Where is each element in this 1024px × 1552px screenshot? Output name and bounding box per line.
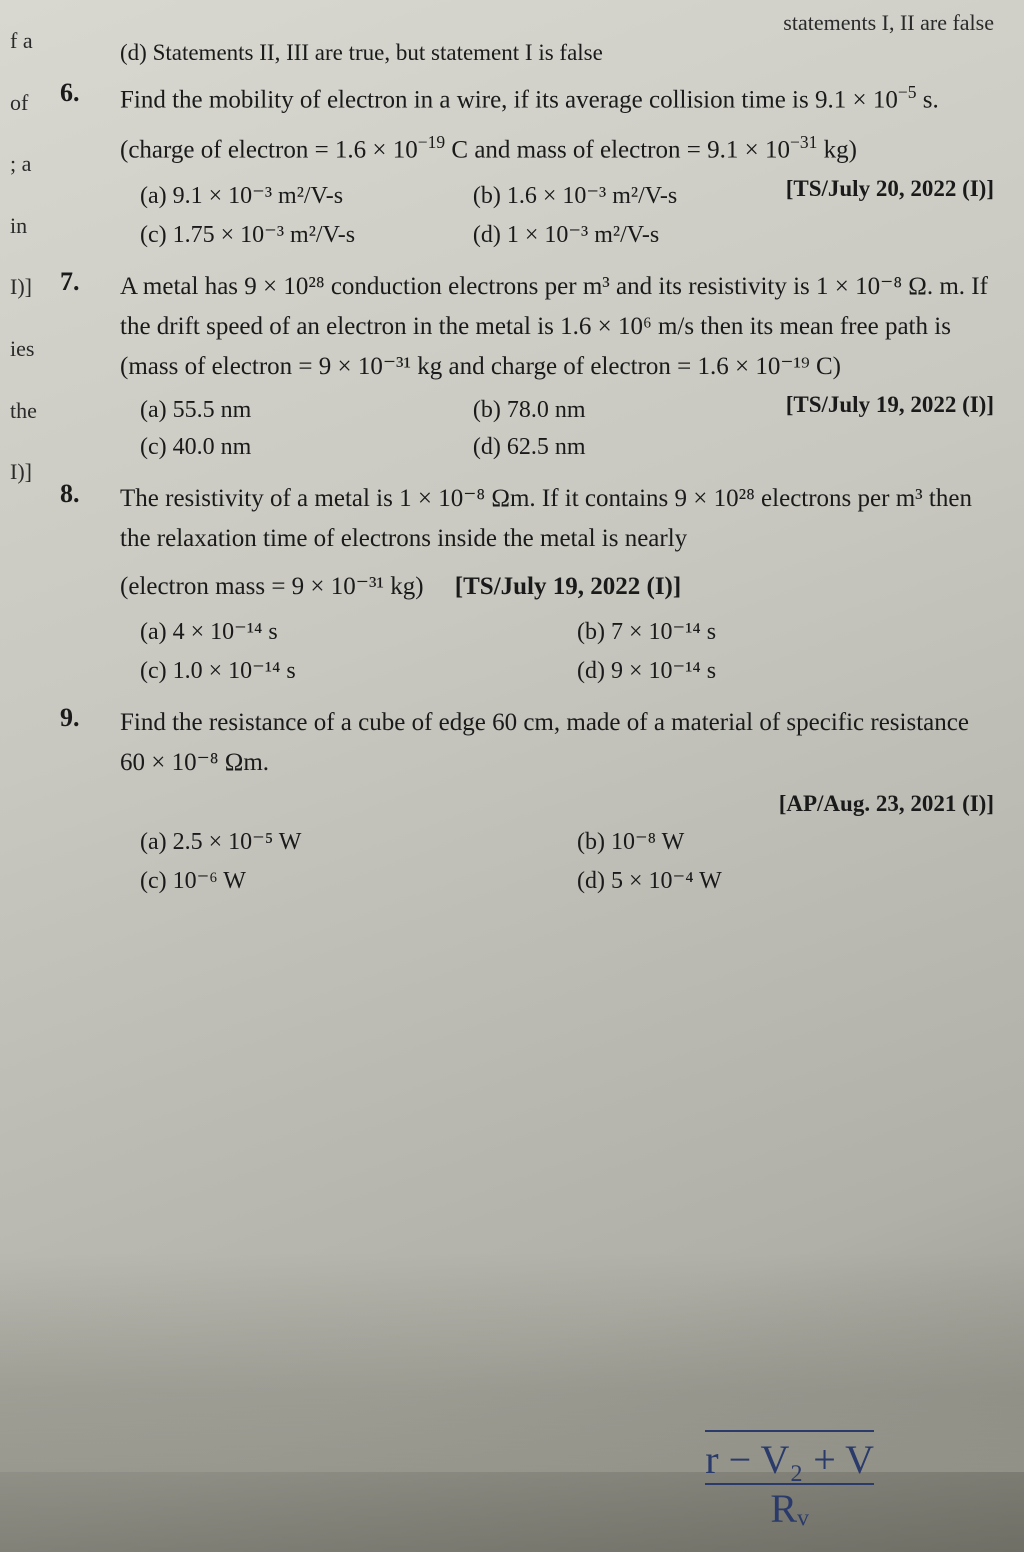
margin-line: f a [10, 10, 37, 72]
q7-text1: A metal has 9 × 10²⁸ conduction electron… [120, 273, 988, 380]
q8-number: 8. [60, 479, 80, 509]
formula-denominator: Rᵥ [705, 1485, 874, 1532]
q6-exp2: −19 [418, 132, 445, 152]
q7-text: A metal has 9 × 10²⁸ conduction electron… [120, 267, 994, 387]
q9-option-a: (a) 2.5 × 10⁻⁵ W [140, 827, 557, 856]
q6-exp1: −5 [898, 82, 917, 102]
q6-options: (a) 9.1 × 10⁻³ m²/V-s (b) 1.6 × 10⁻³ m²/… [120, 181, 786, 249]
q7-option-a: (a) 55.5 nm [140, 397, 453, 424]
q6-option-d: (d) 1 × 10⁻³ m²/V-s [473, 220, 786, 249]
q6-option-c: (c) 1.75 × 10⁻³ m²/V-s [140, 220, 453, 249]
q6-option-a: (a) 9.1 × 10⁻³ m²/V-s [140, 181, 453, 210]
q7-option-d: (d) 62.5 nm [473, 434, 786, 461]
formula-numerator: r − V₂ + V [705, 1436, 874, 1485]
q6-text-part1b: s. [916, 86, 938, 113]
q7-number: 7. [60, 267, 80, 297]
q8-option-c: (c) 1.0 × 10⁻¹⁴ s [140, 656, 557, 685]
q9-text: Find the resistance of a cube of edge 60… [120, 703, 994, 783]
margin-line: in [10, 195, 37, 257]
margin-line: I)] [10, 256, 37, 318]
q6-text: Find the mobility of electron in a wire,… [120, 78, 994, 120]
margin-line: the [10, 380, 37, 442]
previous-option-d: (d) Statements II, III are true, but sta… [120, 40, 994, 66]
question-8: 8. The resistivity of a metal is 1 × 10⁻… [120, 479, 994, 685]
margin-line: ies [10, 318, 37, 380]
question-7: 7. A metal has 9 × 10²⁸ conduction elect… [120, 267, 994, 461]
q8-option-b: (b) 7 × 10⁻¹⁴ s [577, 617, 994, 646]
q7-option-b: (b) 78.0 nm [473, 397, 786, 424]
q6-option-b: (b) 1.6 × 10⁻³ m²/V-s [473, 181, 786, 210]
q6-number: 6. [60, 78, 80, 108]
q6-text2a: (charge of electron = 1.6 × 10 [120, 137, 418, 164]
q6-text2: (charge of electron = 1.6 × 10−19 C and … [120, 128, 994, 170]
q8-source: [TS/July 19, 2022 (I)] [455, 573, 681, 600]
margin-line: of [10, 72, 37, 134]
margin-line: I)] [10, 441, 37, 503]
q7-options: (a) 55.5 nm (b) 78.0 nm (c) 40.0 nm (d) … [120, 397, 786, 461]
q8-options: (a) 4 × 10⁻¹⁴ s (b) 7 × 10⁻¹⁴ s (c) 1.0 … [120, 617, 994, 685]
q8-option-a: (a) 4 × 10⁻¹⁴ s [140, 617, 557, 646]
q7-source: [TS/July 19, 2022 (I)] [786, 387, 994, 424]
handwritten-formula: r − V₂ + V Rᵥ [705, 1430, 874, 1532]
q8-text: The resistivity of a metal is 1 × 10⁻⁸ Ω… [120, 479, 994, 559]
question-6: 6. Find the mobility of electron in a wi… [120, 78, 994, 249]
q9-option-b: (b) 10⁻⁸ W [577, 827, 994, 856]
q9-number: 9. [60, 703, 80, 733]
q9-source: [AP/Aug. 23, 2021 (I)] [120, 791, 994, 817]
q6-exp3: −31 [790, 132, 817, 152]
q8-text2-span: (electron mass = 9 × 10⁻³¹ kg) [120, 573, 424, 600]
q9-options: (a) 2.5 × 10⁻⁵ W (b) 10⁻⁸ W (c) 10⁻⁶ W (… [120, 827, 994, 895]
main-content: statements I, II are false (d) Statement… [120, 10, 994, 895]
left-margin-text: f a of ; a in I)] ies the I)] [10, 10, 37, 503]
textbook-page: f a of ; a in I)] ies the I)] statements… [0, 0, 1024, 1552]
q8-option-d: (d) 9 × 10⁻¹⁴ s [577, 656, 994, 685]
q8-text2: (electron mass = 9 × 10⁻³¹ kg) [TS/July … [120, 567, 994, 607]
q6-text-part1: Find the mobility of electron in a wire,… [120, 86, 898, 113]
q6-text2b: C and mass of electron = 9.1 × 10 [445, 137, 790, 164]
q9-option-c: (c) 10⁻⁶ W [140, 866, 557, 895]
q6-source: [TS/July 20, 2022 (I)] [786, 171, 994, 208]
top-fragment: statements I, II are false [120, 10, 994, 36]
margin-line: ; a [10, 133, 37, 195]
q6-text2c: kg) [817, 137, 857, 164]
q7-option-c: (c) 40.0 nm [140, 434, 453, 461]
question-9: 9. Find the resistance of a cube of edge… [120, 703, 994, 895]
q9-option-d: (d) 5 × 10⁻⁴ W [577, 866, 994, 895]
